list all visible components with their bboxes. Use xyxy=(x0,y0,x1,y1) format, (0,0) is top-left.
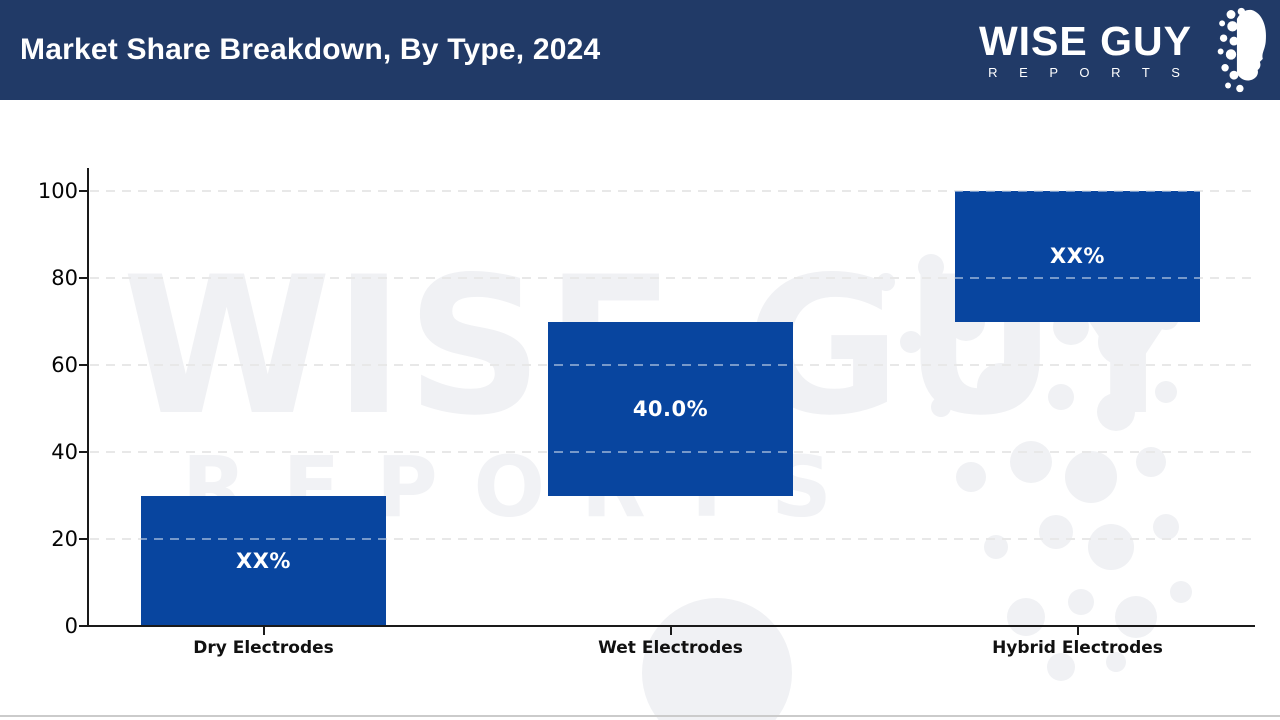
y-tick-mark-40 xyxy=(79,451,88,453)
y-tick-label-100: 100 xyxy=(37,179,78,203)
gridline-overlay-20 xyxy=(90,538,1254,540)
watermark-dot-large xyxy=(642,598,792,720)
y-tick-label-20: 20 xyxy=(51,527,78,551)
brand-logo: WISE GUY R E P O R T S xyxy=(979,0,1268,100)
y-tick-label-80: 80 xyxy=(51,266,78,290)
gridline-overlay-60 xyxy=(90,364,1254,366)
gridline-100 xyxy=(90,190,1254,192)
gridline-overlay-80 xyxy=(90,277,1254,279)
face-profile-icon xyxy=(1217,7,1267,93)
gridline-overlay-100 xyxy=(90,190,1254,192)
x-axis-line xyxy=(87,625,1255,627)
x-category-label-1: Dry Electrodes xyxy=(193,638,334,658)
x-tick-mark-3 xyxy=(1076,627,1079,635)
bottom-divider xyxy=(0,715,1280,717)
y-tick-mark-100 xyxy=(79,190,88,192)
y-axis-line xyxy=(87,168,89,627)
y-tick-label-60: 60 xyxy=(51,353,78,377)
x-category-label-3: Hybrid Electrodes xyxy=(992,638,1163,658)
y-tick-label-0: 0 xyxy=(64,614,78,638)
bar-value-label: 40.0% xyxy=(632,396,709,421)
brand-subname: R E P O R T S xyxy=(988,65,1189,80)
x-tick-mark-2 xyxy=(669,627,672,635)
chart-plot-area: XX% 40.0% XX% 0 20 40 60 80 100 Dry Electrodes Wet… xyxy=(0,100,1280,720)
gridline-80 xyxy=(90,277,1254,279)
brand-name: WISE GUY xyxy=(978,18,1192,64)
x-tick-mark-1 xyxy=(262,627,265,635)
bar-value-label: XX% xyxy=(1050,244,1105,269)
bar-dry-electrodes: XX% xyxy=(141,495,386,626)
y-tick-label-40: 40 xyxy=(51,440,78,464)
gridline-overlay-40 xyxy=(90,451,1254,453)
y-tick-mark-60 xyxy=(79,364,88,366)
brand-logo-text: WISE GUY R E P O R T S xyxy=(979,20,1192,80)
page-title: Market Share Breakdown, By Type, 2024 xyxy=(20,33,601,66)
gridline-20 xyxy=(90,538,1254,540)
header-bar: Market Share Breakdown, By Type, 2024 WI… xyxy=(0,0,1280,100)
y-tick-mark-0 xyxy=(79,625,88,627)
bar-hybrid-electrodes: XX% xyxy=(955,191,1200,322)
bar-value-label: XX% xyxy=(236,548,291,573)
bar-wet-electrodes: 40.0% xyxy=(548,321,793,496)
y-tick-mark-20 xyxy=(79,538,88,540)
y-tick-mark-80 xyxy=(79,277,88,279)
x-category-label-2: Wet Electrodes xyxy=(598,638,743,658)
